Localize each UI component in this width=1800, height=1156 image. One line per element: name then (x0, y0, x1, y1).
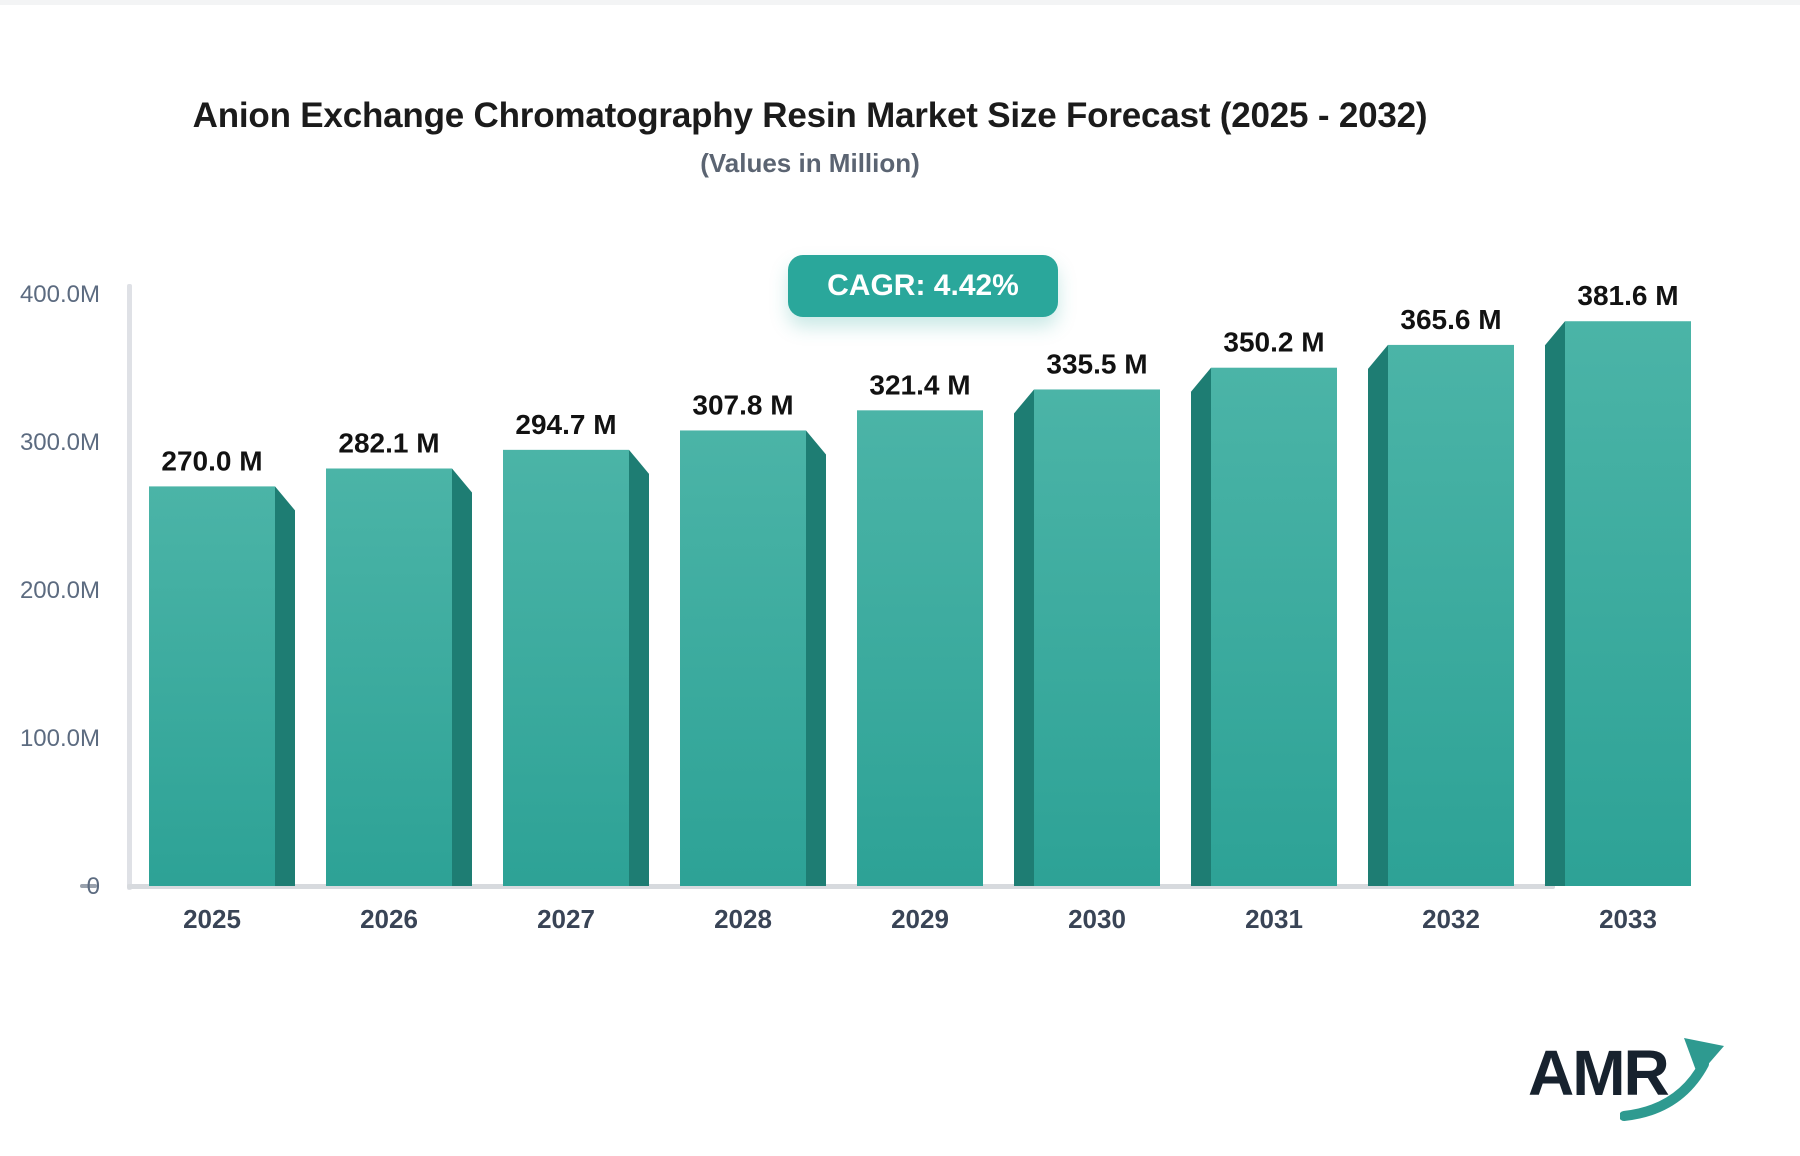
bar-face (149, 486, 275, 886)
bar-side (629, 449, 649, 886)
bar-value-label: 321.4 M (869, 369, 970, 400)
cagr-badge: CAGR: 4.42% (788, 255, 1058, 317)
x-axis-label: 2030 (1068, 904, 1126, 934)
bar-value-label: 350.2 M (1223, 327, 1324, 358)
bar-value-label: 365.6 M (1400, 304, 1501, 335)
x-axis-label: 2026 (360, 904, 418, 934)
amr-logo: AMR (1528, 1030, 1738, 1130)
x-axis-label: 2028 (714, 904, 772, 934)
x-axis-label: 2025 (183, 904, 241, 934)
bar-side (1368, 344, 1388, 886)
y-axis-line (127, 284, 132, 890)
x-axis-label: 2032 (1422, 904, 1480, 934)
bar-face (503, 449, 629, 886)
top-strip (0, 0, 1800, 5)
growth-arrow-head (1684, 1038, 1724, 1076)
bar-side (275, 486, 295, 886)
bar-side (806, 430, 826, 886)
y-axis-label: 400.0M (20, 281, 100, 308)
y-axis-label: 300.0M (20, 429, 100, 456)
x-axis-label: 2027 (537, 904, 595, 934)
x-axis-label: 2029 (891, 904, 949, 934)
bar-value-label: 270.0 M (161, 445, 262, 476)
bar-value-label: 307.8 M (692, 389, 793, 420)
bar-side (452, 468, 472, 886)
chart-subtitle: (Values in Million) (700, 148, 920, 178)
bar-value-label: 335.5 M (1046, 348, 1147, 379)
bar-side (1191, 367, 1211, 887)
bar-value-label: 294.7 M (515, 409, 616, 440)
bar-face (1565, 321, 1691, 886)
y-axis-label: 0 (87, 873, 100, 900)
bar-value-label: 282.1 M (338, 427, 439, 458)
chart-title: Anion Exchange Chromatography Resin Mark… (192, 96, 1428, 135)
growth-arrow-curve (1620, 1059, 1709, 1121)
bar-side (1014, 389, 1034, 886)
cagr-badge-label: CAGR: 4.42% (827, 269, 1019, 302)
bar-face (1388, 344, 1514, 886)
y-axis-label: 100.0M (20, 725, 100, 752)
bar-face (1211, 367, 1337, 887)
bar-face (680, 430, 806, 886)
x-axis-label: 2031 (1245, 904, 1303, 934)
amr-logo-text: AMR (1528, 1037, 1670, 1109)
bar-face (857, 410, 983, 886)
y-axis-label: 200.0M (20, 577, 100, 604)
bar-value-label: 381.6 M (1577, 280, 1678, 311)
bar-face (1034, 389, 1160, 886)
growth-arrow-icon (1620, 1038, 1724, 1121)
x-axis-label: 2033 (1599, 904, 1657, 934)
bar-face (326, 468, 452, 886)
bar-side (1545, 321, 1565, 886)
zero-tick-mark (80, 884, 97, 888)
